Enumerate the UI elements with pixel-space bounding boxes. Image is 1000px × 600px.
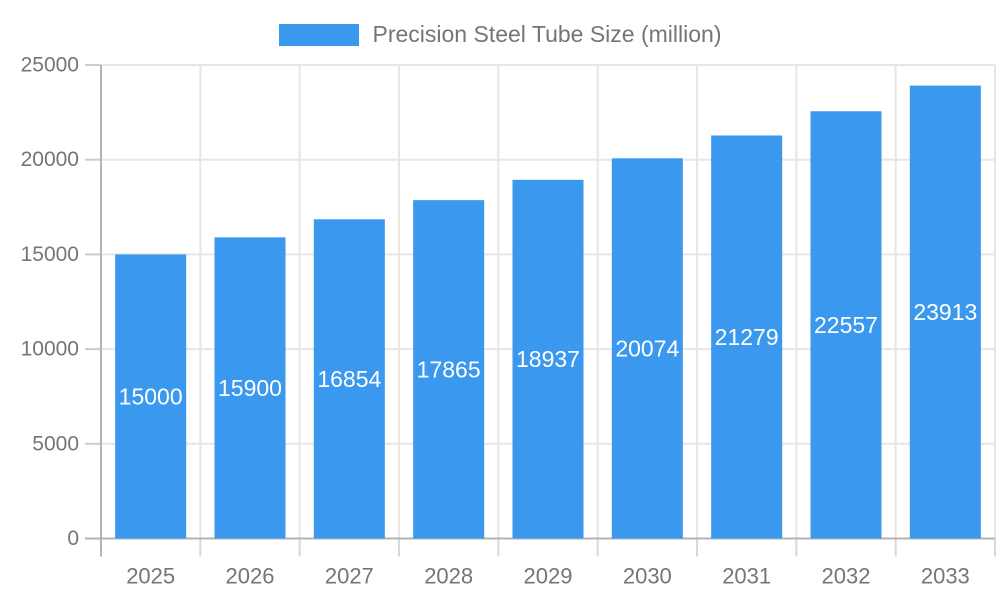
bar-value-label: 15900 <box>218 375 282 401</box>
x-tick-label: 2030 <box>623 564 672 589</box>
y-tick-label: 5000 <box>32 432 79 455</box>
bar-value-label: 21279 <box>715 324 779 350</box>
bar-2032 <box>810 111 882 539</box>
bar-2025 <box>115 254 187 539</box>
x-tick-label: 2028 <box>424 564 473 589</box>
x-tick-label: 2029 <box>524 564 573 589</box>
bar-value-label: 18937 <box>516 346 580 372</box>
x-tick-label: 2033 <box>921 564 970 589</box>
y-tick-label: 20000 <box>21 148 79 171</box>
bar-2030 <box>611 158 683 539</box>
x-tick-label: 2026 <box>226 564 275 589</box>
x-tick-label: 2025 <box>126 564 175 589</box>
y-tick-label: 25000 <box>21 54 79 77</box>
y-tick-label: 0 <box>67 527 79 550</box>
x-tick-label: 2032 <box>822 564 871 589</box>
bar-value-label: 15000 <box>119 383 183 409</box>
y-tick-label: 10000 <box>21 338 79 361</box>
y-tick-label: 15000 <box>21 243 79 266</box>
bar-2033 <box>909 85 981 539</box>
bar-2026 <box>214 237 286 539</box>
legend-label: Precision Steel Tube Size (million) <box>372 21 722 47</box>
bar-2031 <box>711 135 783 539</box>
bar-value-label: 23913 <box>913 299 977 325</box>
bar-value-label: 16854 <box>317 366 381 392</box>
bar-value-label: 17865 <box>417 356 481 382</box>
legend-swatch <box>278 23 359 46</box>
x-tick-label: 2027 <box>325 564 374 589</box>
bar-value-label: 20074 <box>615 335 679 361</box>
x-tick-label: 2031 <box>722 564 771 589</box>
legend: Precision Steel Tube Size (million) <box>0 21 1000 48</box>
bar-2029 <box>512 179 584 539</box>
bar-2028 <box>413 200 485 539</box>
bar-2027 <box>313 219 385 539</box>
bar-value-label: 22557 <box>814 312 878 338</box>
